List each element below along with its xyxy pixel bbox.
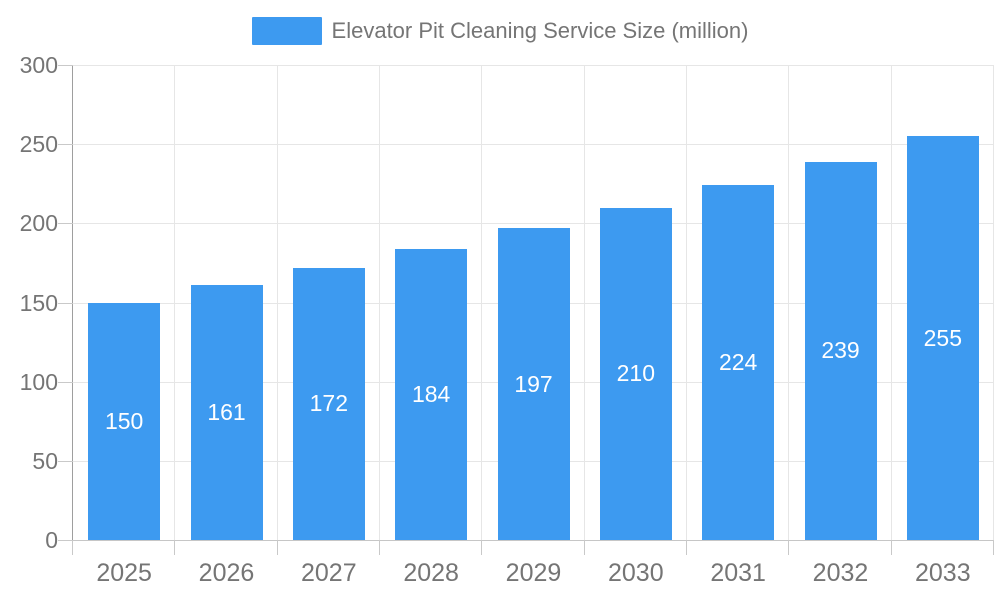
bar-2028: 184 (395, 248, 468, 540)
x-axis-category-label: 2030 (608, 559, 664, 587)
y-axis-tick (58, 144, 73, 146)
x-axis-category-label: 2028 (403, 559, 459, 587)
bar-value-label: 224 (718, 349, 758, 376)
vertical-gridline (890, 65, 892, 540)
vertical-gridline (379, 65, 380, 540)
bar-2025: 150 (88, 302, 161, 540)
x-axis-category-label: 2027 (301, 559, 357, 587)
vertical-gridline (583, 65, 585, 540)
y-axis-tick-label: 50 (32, 447, 58, 474)
x-axis-category-label: 2026 (198, 559, 255, 587)
y-axis-tick (58, 540, 73, 541)
x-axis-line (73, 540, 994, 541)
vertical-gridline (481, 65, 483, 540)
bar-2033: 255 (906, 136, 979, 540)
y-axis-tick-label: 300 (19, 52, 58, 78)
x-axis-tick (174, 540, 176, 555)
legend-label: Elevator Pit Cleaning Service Size (mill… (331, 18, 749, 43)
y-axis-tick (58, 381, 73, 383)
x-axis-category-label: 2029 (505, 559, 562, 587)
bar-value-label: 210 (616, 360, 656, 387)
bar-value-label: 150 (104, 407, 144, 434)
x-axis-tick (72, 540, 73, 555)
y-axis-tick (58, 460, 73, 462)
x-axis-tick (686, 540, 687, 555)
y-axis-tick-label: 150 (19, 289, 58, 316)
x-axis-tick (481, 540, 483, 555)
x-axis-category-label: 2032 (812, 559, 869, 587)
vertical-gridline (276, 65, 278, 540)
x-axis-tick (788, 540, 790, 555)
x-axis-category-label: 2031 (710, 559, 766, 587)
bar-2029: 197 (497, 228, 570, 540)
x-axis-tick (583, 540, 585, 555)
horizontal-gridline (73, 144, 994, 146)
x-axis-category-label: 2033 (915, 559, 971, 587)
bar-value-label: 255 (923, 324, 963, 351)
bar-value-label: 172 (309, 390, 349, 417)
bar-2031: 224 (702, 185, 775, 540)
bar-2030: 210 (599, 207, 672, 540)
vertical-gridline (686, 65, 687, 540)
vertical-gridline (788, 65, 790, 540)
plot-area: 150 161 172 184 197 210 224 239 255 (73, 65, 994, 541)
y-axis-tick-label: 200 (19, 210, 58, 237)
legend-item[interactable]: Elevator Pit Cleaning Service Size (mill… (0, 14, 1000, 48)
horizontal-gridline (73, 65, 994, 66)
y-axis-tick (58, 223, 73, 225)
bar-value-label: 197 (514, 370, 553, 397)
bar-value-label: 184 (411, 380, 451, 407)
y-axis-line (72, 65, 73, 555)
horizontal-gridline (73, 223, 994, 225)
bar-value-label: 161 (207, 399, 246, 426)
x-axis-category-label: 2025 (96, 559, 152, 587)
vertical-gridline (993, 65, 994, 540)
vertical-gridline (174, 65, 176, 540)
bar-2027: 172 (292, 267, 365, 540)
legend-swatch (251, 17, 322, 45)
y-axis-tick-label: 0 (45, 527, 58, 553)
x-axis-tick (276, 540, 278, 555)
x-axis-tick (890, 540, 892, 555)
x-axis-tick (993, 540, 994, 555)
bar-2032: 239 (804, 161, 877, 540)
bar-2026: 161 (190, 285, 263, 540)
bar-value-label: 239 (821, 337, 860, 364)
y-axis-tick-label: 250 (19, 131, 58, 158)
y-axis-tick-label: 100 (19, 368, 58, 395)
y-axis-tick (58, 65, 73, 66)
y-axis-tick (58, 302, 73, 304)
x-axis-tick (379, 540, 380, 555)
